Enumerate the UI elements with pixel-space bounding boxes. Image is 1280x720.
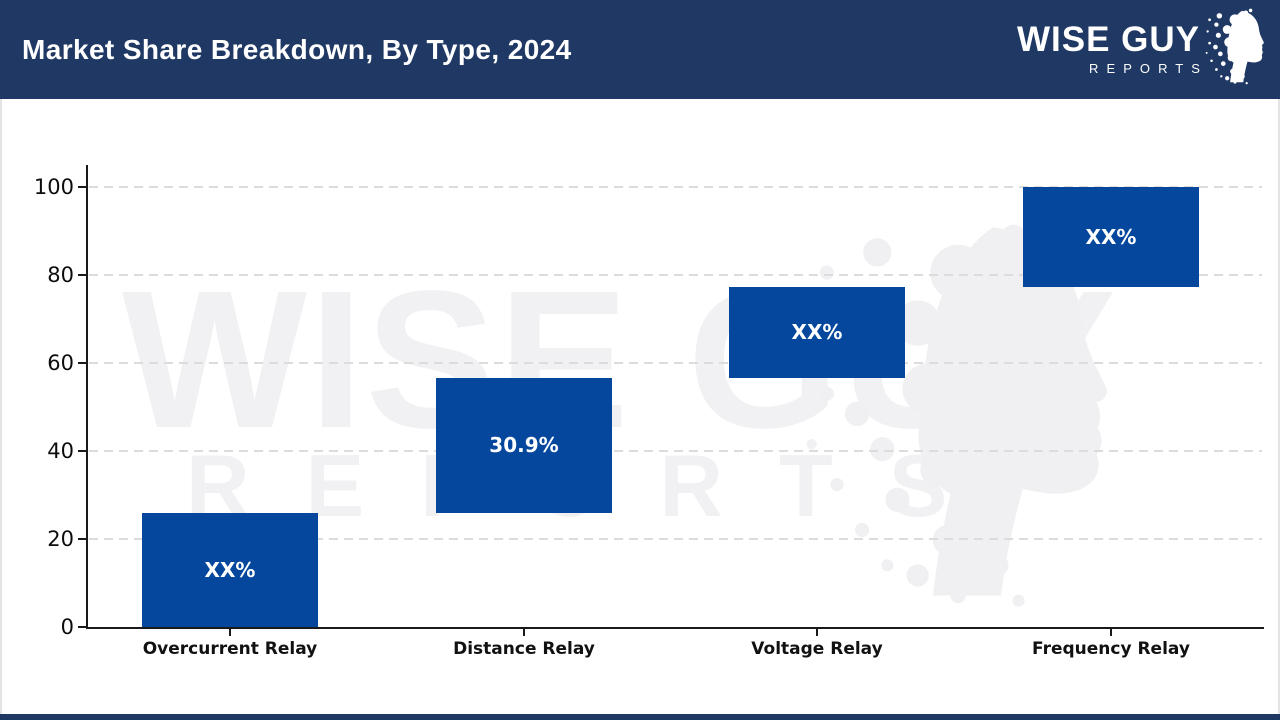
x-category-label-2: Distance Relay — [453, 639, 595, 659]
gridline-100 — [89, 186, 1262, 188]
bar-value-label-2: 30.9% — [489, 433, 559, 458]
y-tick-100 — [78, 186, 86, 188]
x-category-label-4: Frequency Relay — [1032, 639, 1190, 659]
gridline-20 — [89, 538, 1262, 540]
x-tick-1 — [229, 629, 231, 636]
y-tick-label-20: 20 — [47, 527, 74, 551]
footer-bar — [0, 714, 1280, 720]
y-tick-label-40: 40 — [47, 439, 74, 463]
gridline-60 — [89, 362, 1262, 364]
gridline-40 — [89, 450, 1262, 452]
right-edge-border — [1278, 99, 1280, 714]
logo-text: WISE GUY REPORTS — [1016, 20, 1200, 76]
bar-segment-2: 30.9% — [436, 377, 612, 514]
y-axis-line — [86, 165, 88, 629]
x-category-label-3: Voltage Relay — [751, 639, 883, 659]
y-tick-60 — [78, 362, 86, 364]
logo-head-icon — [1205, 8, 1264, 85]
y-tick-40 — [78, 450, 86, 452]
y-tick-label-0: 0 — [60, 615, 74, 639]
bar-segment-1: XX% — [142, 513, 318, 627]
x-tick-2 — [523, 629, 525, 636]
gridline-80 — [89, 274, 1262, 276]
header-bar: Market Share Breakdown, By Type, 2024 WI… — [0, 0, 1280, 99]
y-tick-label-100: 100 — [33, 175, 74, 199]
logo-wordmark: WISE GUY — [1016, 20, 1200, 60]
y-tick-80 — [78, 274, 86, 276]
y-tick-label-60: 60 — [47, 351, 74, 375]
x-category-label-1: Overcurrent Relay — [142, 639, 318, 659]
bar-value-label-4: XX% — [1085, 224, 1137, 249]
bar-value-label-3: XX% — [791, 320, 843, 345]
y-tick-20 — [78, 538, 86, 540]
x-tick-4 — [1110, 629, 1112, 636]
bar-segment-3: XX% — [729, 286, 905, 378]
x-axis-line — [86, 627, 1264, 629]
bar-value-label-1: XX% — [204, 558, 256, 583]
bar-segment-4: XX% — [1023, 187, 1199, 287]
y-tick-0 — [78, 626, 86, 628]
x-tick-3 — [816, 629, 818, 636]
chart-title: Market Share Breakdown, By Type, 2024 — [22, 33, 572, 65]
y-tick-label-80: 80 — [47, 263, 74, 287]
logo-subtext: REPORTS — [1089, 60, 1209, 76]
left-edge-border — [0, 99, 2, 714]
wise-guy-reports-logo: WISE GUY REPORTS — [1017, 8, 1266, 90]
